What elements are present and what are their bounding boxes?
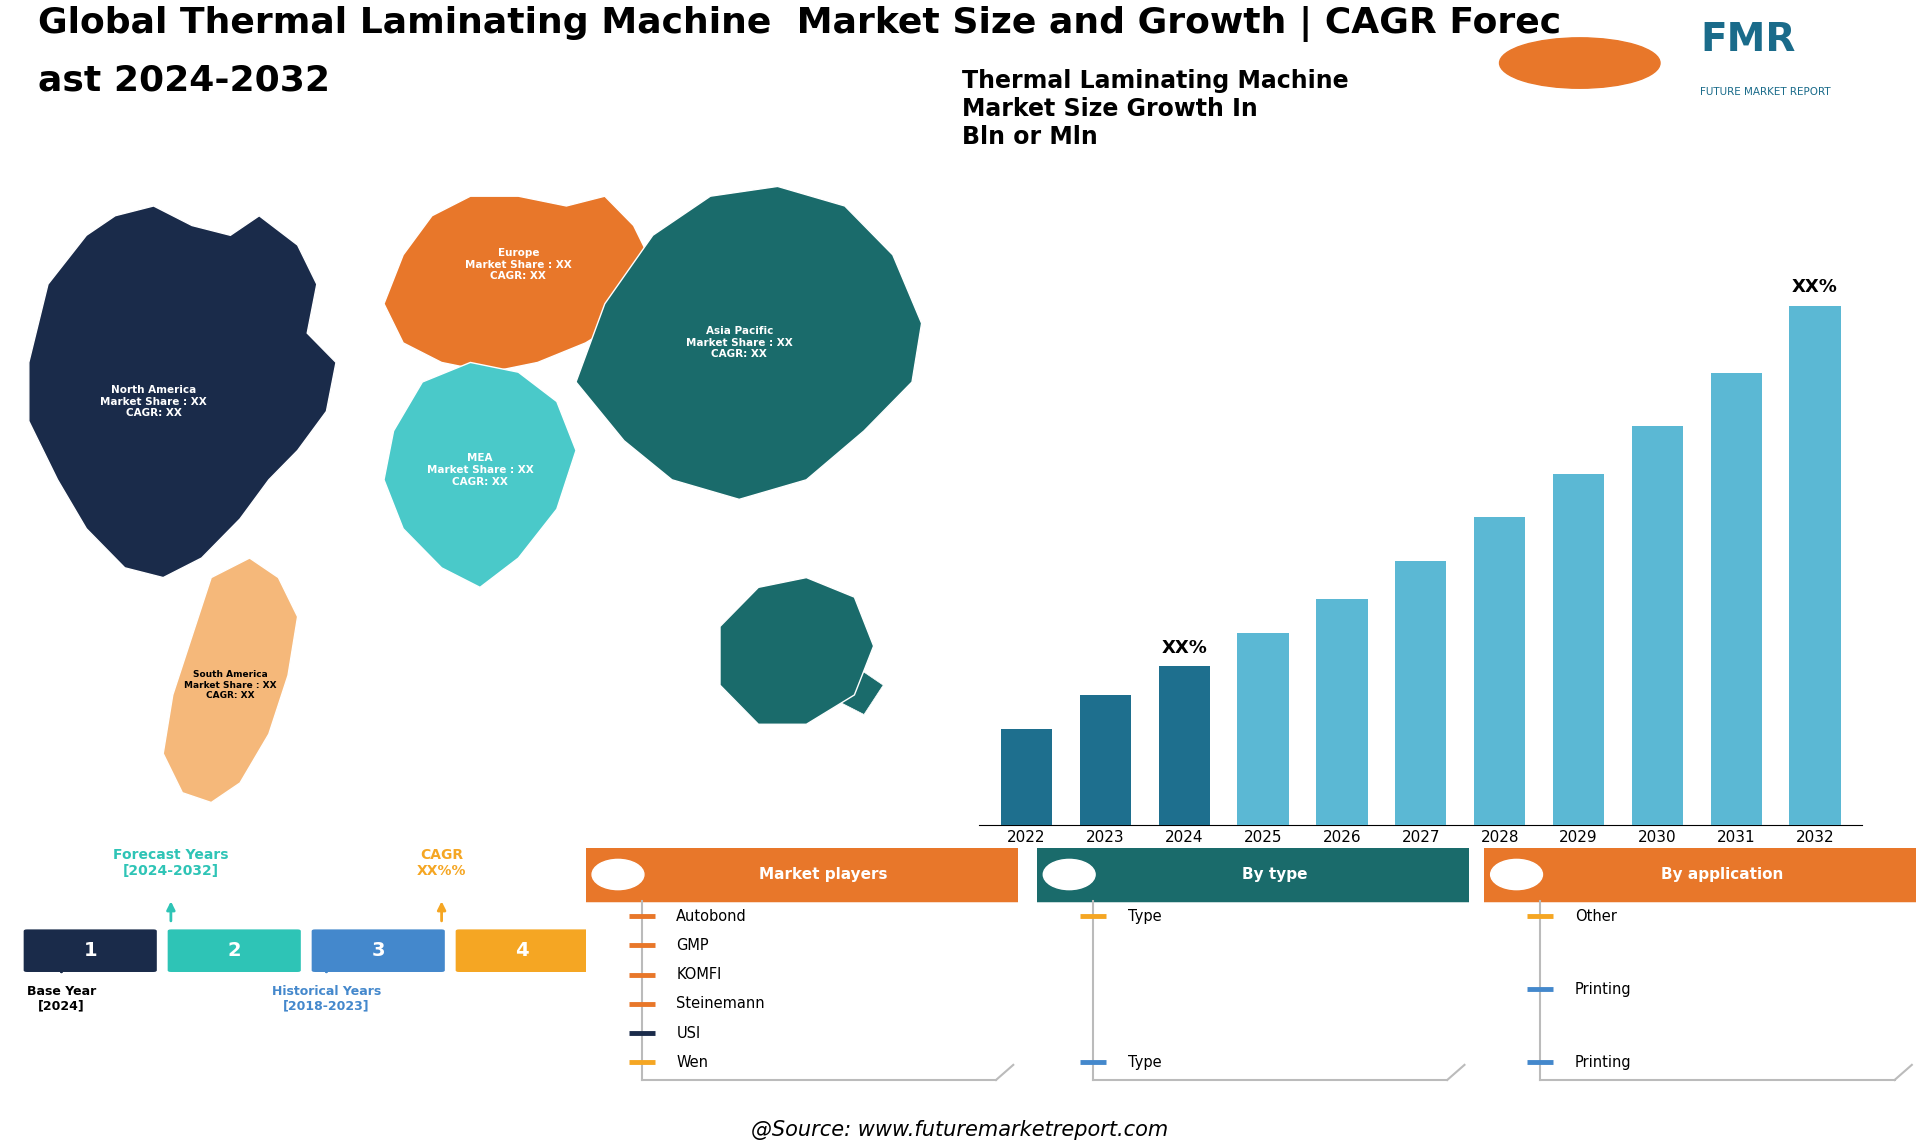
Polygon shape (384, 196, 653, 372)
Text: CAGR
XX%%: CAGR XX%% (417, 848, 467, 878)
Text: GMP: GMP (676, 937, 708, 952)
Circle shape (1490, 860, 1542, 889)
Text: By type: By type (1242, 868, 1308, 882)
Text: Type: Type (1127, 909, 1162, 924)
Text: Printing: Printing (1574, 1054, 1632, 1070)
Text: MEA
Market Share : XX
CAGR: XX: MEA Market Share : XX CAGR: XX (426, 454, 534, 487)
Text: Forecast Years
[2024-2032]: Forecast Years [2024-2032] (113, 848, 228, 878)
Polygon shape (576, 187, 922, 500)
Text: XX%: XX% (1791, 278, 1837, 296)
Text: Steinemann: Steinemann (676, 996, 764, 1012)
Text: Asia Pacific
Market Share : XX
CAGR: XX: Asia Pacific Market Share : XX CAGR: XX (685, 327, 793, 360)
Text: Other: Other (1574, 909, 1617, 924)
Text: Market players: Market players (758, 868, 887, 882)
Bar (1711, 374, 1763, 825)
FancyBboxPatch shape (1025, 847, 1480, 902)
Text: North America
Market Share : XX
CAGR: XX: North America Market Share : XX CAGR: XX (100, 385, 207, 418)
FancyBboxPatch shape (574, 847, 1029, 902)
Text: 3: 3 (371, 941, 386, 960)
Text: Historical Years
[2018-2023]: Historical Years [2018-2023] (273, 984, 380, 1013)
Text: South America
Market Share : XX
CAGR: XX: South America Market Share : XX CAGR: XX (184, 670, 276, 700)
Bar (1317, 599, 1367, 825)
FancyBboxPatch shape (167, 928, 301, 973)
Bar (1553, 474, 1603, 825)
Text: KOMFI: KOMFI (676, 967, 722, 982)
Text: FMR: FMR (1701, 21, 1795, 60)
FancyBboxPatch shape (1473, 847, 1920, 902)
Text: FUTURE MARKET REPORT: FUTURE MARKET REPORT (1701, 87, 1832, 96)
Text: Europe
Market Share : XX
CAGR: XX: Europe Market Share : XX CAGR: XX (465, 248, 572, 281)
Text: Autobond: Autobond (676, 909, 747, 924)
Bar (1079, 696, 1131, 825)
Text: 1: 1 (83, 941, 98, 960)
Bar (1238, 633, 1288, 825)
Circle shape (1043, 860, 1094, 889)
Bar (1475, 517, 1524, 825)
Bar (1396, 560, 1446, 825)
Polygon shape (720, 578, 874, 724)
Text: By application: By application (1661, 868, 1784, 882)
Text: Thermal Laminating Machine
Market Size Growth In
Bln or Mln: Thermal Laminating Machine Market Size G… (962, 69, 1348, 149)
Text: Base Year
[2024]: Base Year [2024] (27, 984, 96, 1013)
Bar (1000, 729, 1052, 825)
Text: Global Thermal Laminating Machine  Market Size and Growth | CAGR Forec: Global Thermal Laminating Machine Market… (38, 6, 1561, 41)
Circle shape (1500, 38, 1661, 88)
Text: 4: 4 (515, 941, 530, 960)
Polygon shape (29, 206, 336, 578)
Polygon shape (826, 666, 883, 714)
Polygon shape (163, 558, 298, 802)
FancyBboxPatch shape (311, 928, 445, 973)
Bar (1632, 426, 1684, 825)
Bar (1789, 306, 1841, 825)
Text: USI: USI (676, 1026, 701, 1041)
Text: 2: 2 (227, 941, 242, 960)
Text: Printing: Printing (1574, 982, 1632, 997)
Text: Wen: Wen (676, 1054, 708, 1070)
Text: XX%: XX% (1162, 638, 1208, 657)
Polygon shape (384, 362, 576, 588)
Text: @Source: www.futuremarketreport.com: @Source: www.futuremarketreport.com (751, 1121, 1169, 1140)
Text: Type: Type (1127, 1054, 1162, 1070)
FancyBboxPatch shape (455, 928, 589, 973)
Text: ast 2024-2032: ast 2024-2032 (38, 63, 330, 97)
Bar (1158, 667, 1210, 825)
FancyBboxPatch shape (23, 928, 157, 973)
Circle shape (591, 860, 643, 889)
